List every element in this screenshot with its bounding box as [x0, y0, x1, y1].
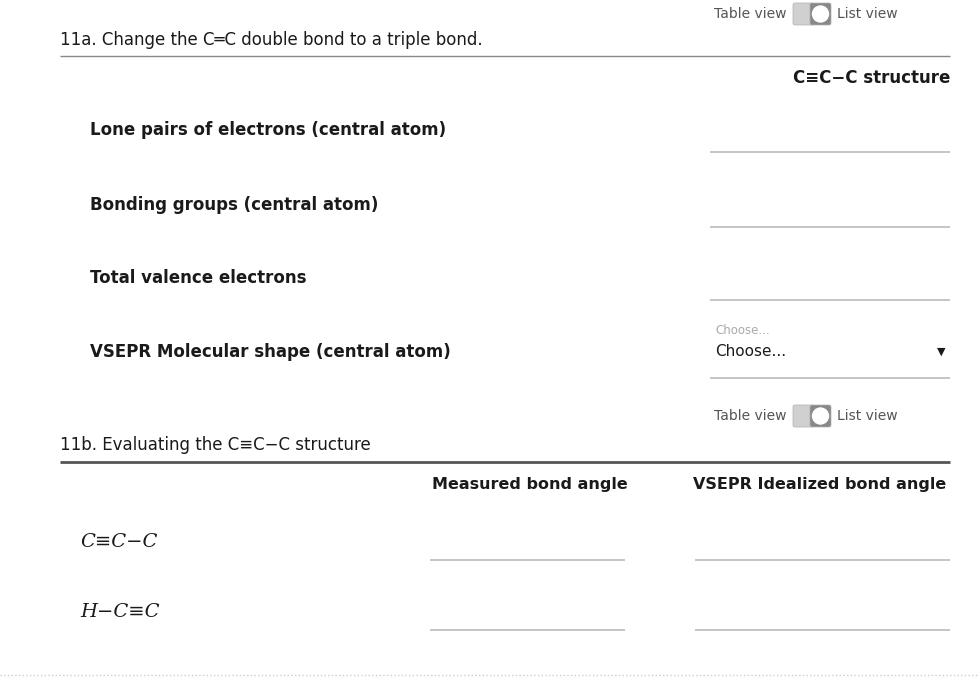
- Text: VSEPR Molecular shape (central atom): VSEPR Molecular shape (central atom): [90, 343, 450, 361]
- Text: 11a. Change the C═C double bond to a triple bond.: 11a. Change the C═C double bond to a tri…: [60, 31, 482, 49]
- Circle shape: [812, 6, 827, 22]
- FancyBboxPatch shape: [809, 3, 830, 25]
- Text: Total valence electrons: Total valence electrons: [90, 269, 306, 287]
- Text: Bonding groups (central atom): Bonding groups (central atom): [90, 196, 378, 214]
- Text: C≡C−C: C≡C−C: [80, 533, 157, 551]
- Circle shape: [812, 408, 827, 424]
- Text: C≡C−C structure: C≡C−C structure: [792, 69, 949, 87]
- Text: Lone pairs of electrons (central atom): Lone pairs of electrons (central atom): [90, 121, 446, 139]
- Text: H−C≡C: H−C≡C: [80, 603, 159, 621]
- Text: List view: List view: [836, 409, 897, 423]
- Text: Choose...: Choose...: [714, 323, 769, 336]
- Text: VSEPR Idealized bond angle: VSEPR Idealized bond angle: [692, 477, 946, 493]
- FancyBboxPatch shape: [809, 405, 830, 427]
- Text: Table view: Table view: [714, 409, 786, 423]
- Text: Table view: Table view: [714, 7, 786, 21]
- Text: ▼: ▼: [936, 347, 944, 357]
- FancyBboxPatch shape: [792, 405, 813, 427]
- FancyBboxPatch shape: [792, 3, 813, 25]
- Text: List view: List view: [836, 7, 897, 21]
- Text: Choose...: Choose...: [714, 345, 785, 359]
- Text: Measured bond angle: Measured bond angle: [431, 477, 627, 493]
- Text: 11b. Evaluating the C≡C−C structure: 11b. Evaluating the C≡C−C structure: [60, 436, 371, 454]
